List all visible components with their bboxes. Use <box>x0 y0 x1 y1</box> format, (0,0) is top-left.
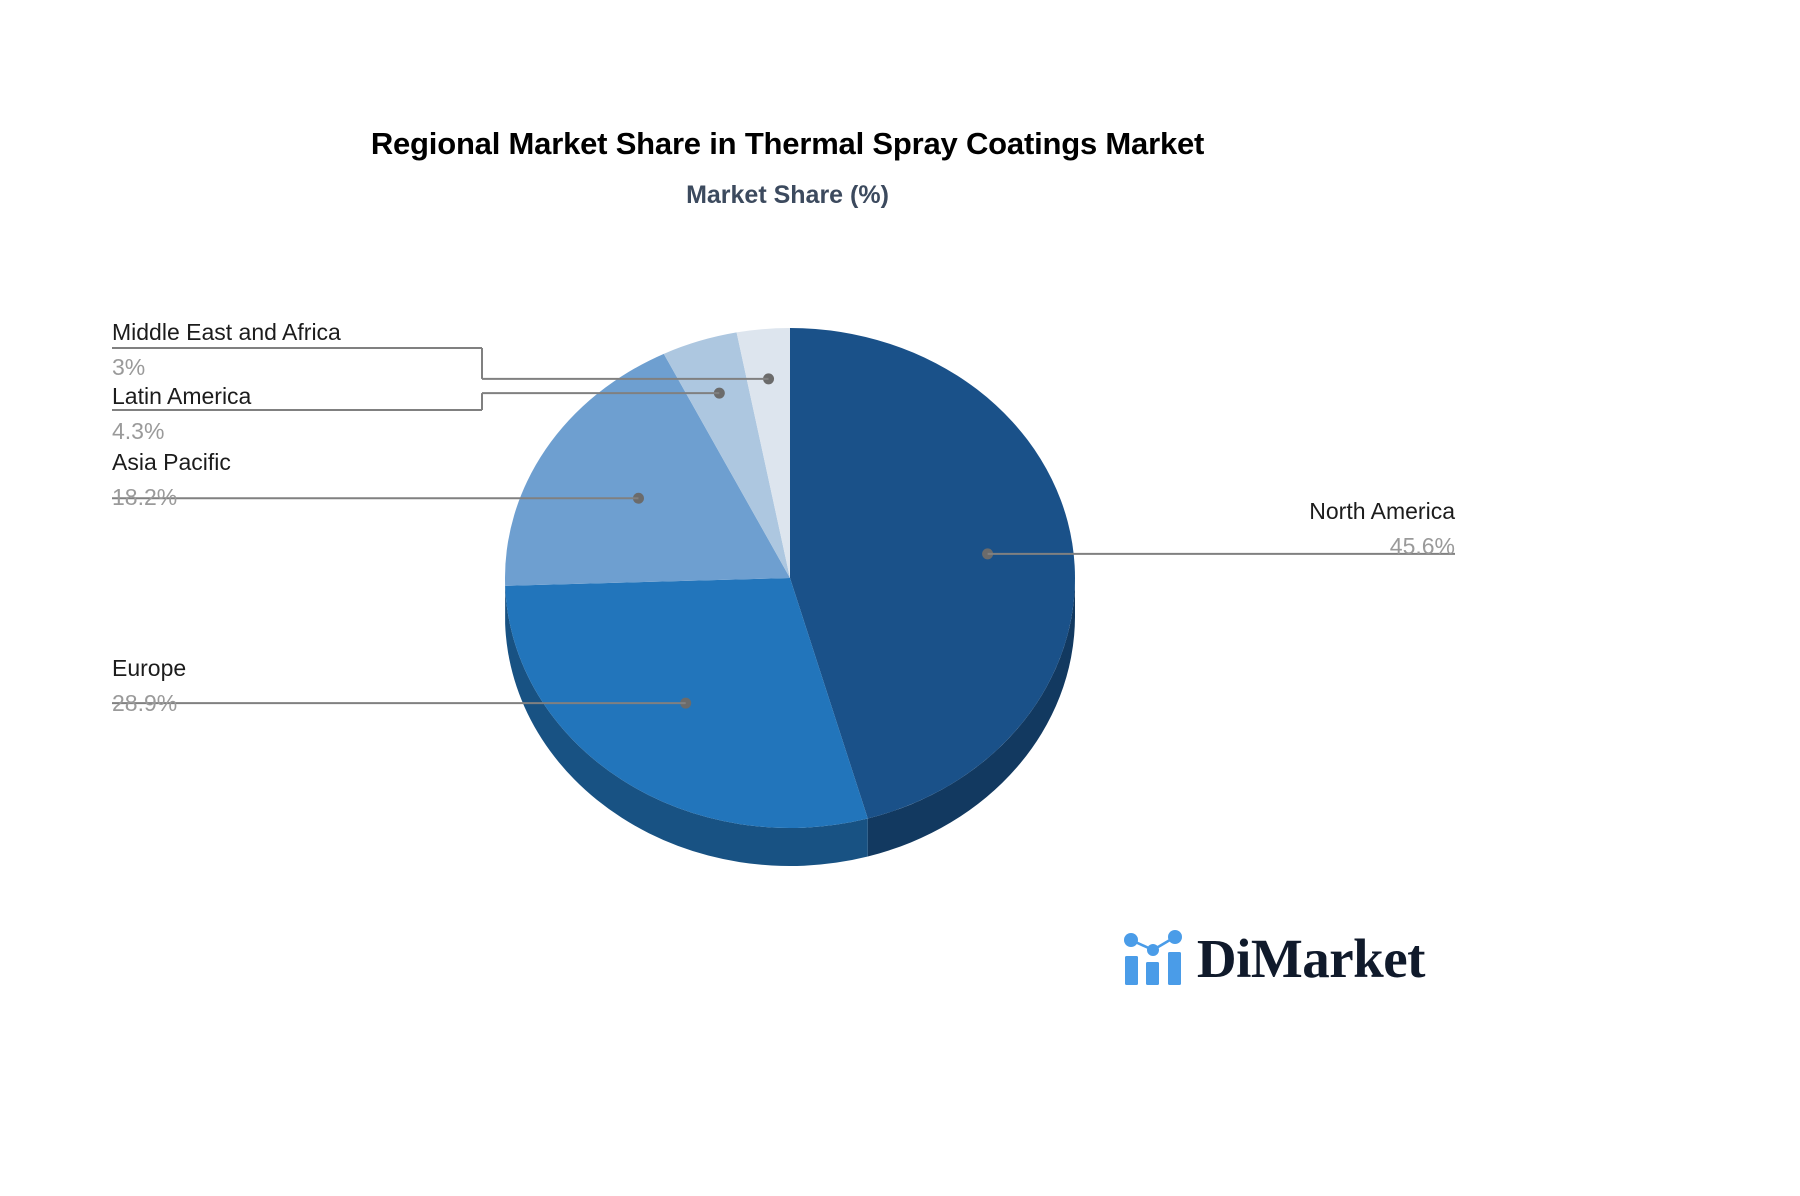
leader-dot <box>680 697 692 709</box>
bar-chart-icon <box>1123 930 1182 985</box>
pie-slices-group <box>504 328 1076 866</box>
leader-dot <box>632 492 644 504</box>
pie-slice-north-america <box>790 328 1076 819</box>
pie-slice-asia-pacific <box>504 353 790 586</box>
slice-label-value: 18.2% <box>112 484 178 511</box>
slice-label-latin-america: Latin America 4.3% <box>112 384 251 443</box>
slice-label-value: 4.3% <box>112 418 165 445</box>
slice-label-value: 28.9% <box>112 690 178 717</box>
pie-slice-side <box>505 585 868 866</box>
slice-label-name: Europe <box>112 655 187 681</box>
slice-label-name: North America <box>1309 498 1455 524</box>
slice-label-name: Middle East and Africa <box>112 319 341 345</box>
slice-label-europe: Europe 28.9% <box>112 656 186 715</box>
leader-lines-group <box>112 347 1455 709</box>
slice-label-name: Asia Pacific <box>112 449 231 475</box>
leader-dot <box>763 373 775 385</box>
slice-label-name: Latin America <box>112 383 252 409</box>
dimarket-logo: DiMarket <box>1123 928 1426 989</box>
pie-slice-side <box>867 579 1075 857</box>
slice-label-asia-pacific: Asia Pacific 18.2% <box>112 450 231 509</box>
pie-slice-latin-america <box>663 332 790 578</box>
leader-dot <box>713 387 725 399</box>
slice-label-value: 3% <box>112 354 146 381</box>
pie-slice-middle-east-and-africa <box>736 328 790 578</box>
chart-title: Regional Market Share in Thermal Spray C… <box>370 126 1205 161</box>
logo-text: DiMarket <box>1196 928 1426 989</box>
leader-dot <box>982 548 994 560</box>
slice-label-north-america: North America 45.6% <box>1309 499 1455 558</box>
slice-label-middle-east-and-africa: Middle East and Africa 3% <box>112 320 341 379</box>
slice-label-value: 45.6% <box>1389 533 1455 560</box>
chart-subtitle: Market Share (%) <box>686 181 889 210</box>
pie-slice-europe <box>505 578 868 828</box>
title-block: Regional Market Share in Thermal Spray C… <box>0 125 1575 210</box>
